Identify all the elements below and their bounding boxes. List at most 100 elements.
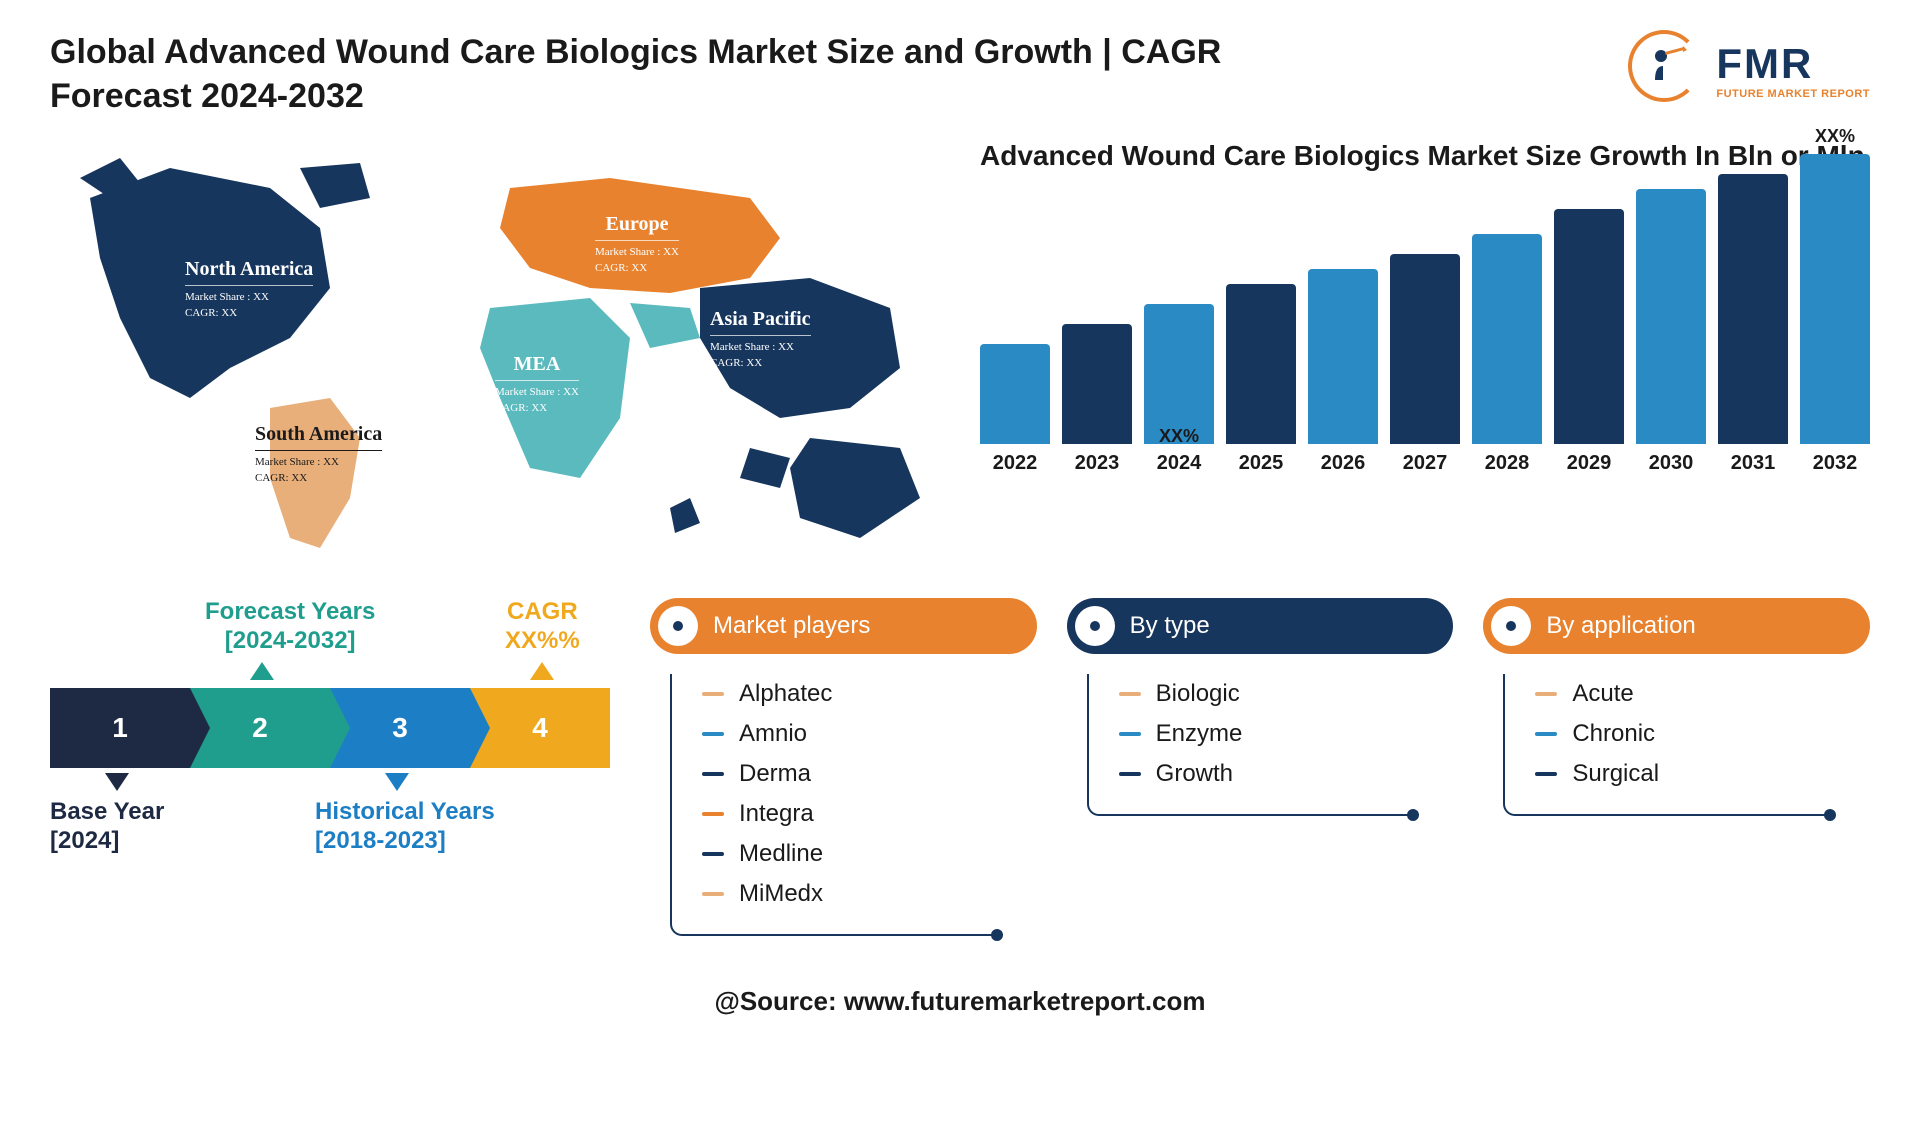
by-type-list: Biologic Enzyme Growth [1087, 674, 1414, 816]
arrow-down-icon [105, 773, 129, 791]
bar-year-label: 2024 [1157, 452, 1202, 475]
list-item: Amnio [702, 714, 997, 754]
by-application-column: By application Acute Chronic Surgical [1483, 598, 1870, 936]
list-item-label: Biologic [1156, 680, 1240, 708]
list-item: Surgical [1535, 754, 1830, 794]
pill-label: By type [1130, 612, 1210, 640]
dash-icon [1535, 692, 1557, 696]
bar [980, 344, 1050, 444]
list-item-label: Integra [739, 800, 814, 828]
bar-year-label: 2026 [1321, 452, 1366, 475]
bar [1144, 304, 1214, 444]
bar-year-label: 2028 [1485, 452, 1530, 475]
bar-year-label: 2023 [1075, 452, 1120, 475]
list-item-label: Chronic [1572, 720, 1655, 748]
dash-icon [1535, 732, 1557, 736]
dash-icon [702, 892, 724, 896]
bar-pct-label: XX% [1159, 426, 1199, 447]
list-item: Derma [702, 754, 997, 794]
bar-pct-label: XX% [1815, 126, 1855, 147]
historical-label: Historical Years[2018-2023] [315, 798, 495, 856]
dash-icon [702, 812, 724, 816]
chart-title: Advanced Wound Care Biologics Market Siz… [980, 138, 1870, 174]
bar-year-label: 2029 [1567, 452, 1612, 475]
bar-year-label: 2022 [993, 452, 1038, 475]
region-north-america: North America Market Share : XX CAGR: XX [185, 258, 313, 321]
list-item: Alphatec [702, 674, 997, 714]
bar-group: 2031 [1718, 174, 1788, 475]
arrow-down-icon [385, 773, 409, 791]
timeline-seg-1: 1 [50, 688, 190, 768]
cagr-label: CAGRXX%% [505, 598, 580, 656]
list-item-label: Surgical [1572, 760, 1659, 788]
main-row: North America Market Share : XX CAGR: XX… [50, 138, 1870, 558]
market-players-list: Alphatec Amnio Derma Integra Medline MiMedx [670, 674, 997, 936]
bar-year-label: 2025 [1239, 452, 1284, 475]
market-players-pill: Market players [650, 598, 1037, 654]
logo-text-sub: FUTURE MARKET REPORT [1716, 88, 1870, 100]
bar [1636, 189, 1706, 444]
bar-year-label: 2027 [1403, 452, 1448, 475]
dash-icon [1119, 692, 1141, 696]
list-item-label: Derma [739, 760, 811, 788]
region-mea: MEA Market Share : XX CAGR: XX [495, 353, 579, 416]
bottom-row: Forecast Years[2024-2032] CAGRXX%% 1 2 3… [50, 598, 1870, 936]
arrow-up-icon [530, 662, 554, 680]
region-south-america: South America Market Share : XX CAGR: XX [255, 423, 382, 486]
by-type-pill: By type [1067, 598, 1454, 654]
list-item-label: Amnio [739, 720, 807, 748]
list-item: Integra [702, 794, 997, 834]
bar-group: XX%2032 [1800, 154, 1870, 475]
bar-year-label: 2032 [1813, 452, 1858, 475]
bar-year-label: 2030 [1649, 452, 1694, 475]
page-title: Global Advanced Wound Care Biologics Mar… [50, 30, 1250, 118]
list-item: Medline [702, 834, 997, 874]
by-application-pill: By application [1483, 598, 1870, 654]
list-item-label: Growth [1156, 760, 1233, 788]
bar-group: 2023 [1062, 324, 1132, 475]
timeline-seg-3: 3 [330, 688, 470, 768]
timeline-seg-2: 2 [190, 688, 330, 768]
dash-icon [702, 732, 724, 736]
list-item-label: Medline [739, 840, 823, 868]
bar-group: 2027 [1390, 254, 1460, 475]
list-item: Enzyme [1119, 714, 1414, 754]
list-item: MiMedx [702, 874, 997, 914]
dash-icon [1535, 772, 1557, 776]
pill-label: Market players [713, 612, 870, 640]
bar-group: 2029 [1554, 209, 1624, 475]
timeline-section: Forecast Years[2024-2032] CAGRXX%% 1 2 3… [50, 598, 610, 936]
bar [1718, 174, 1788, 444]
bar-group: 2030 [1636, 189, 1706, 475]
bar-group: 2028 [1472, 234, 1542, 475]
bar-group: 2025 [1226, 284, 1296, 475]
list-item: Growth [1119, 754, 1414, 794]
list-item: Biologic [1119, 674, 1414, 714]
bar-year-label: 2031 [1731, 452, 1776, 475]
list-item-label: Alphatec [739, 680, 832, 708]
list-item-label: Acute [1572, 680, 1633, 708]
bar-chart-section: Advanced Wound Care Biologics Market Siz… [980, 138, 1870, 558]
bar [1062, 324, 1132, 444]
dash-icon [702, 692, 724, 696]
info-columns: Market players Alphatec Amnio Derma Integra M… [650, 598, 1870, 936]
circle-icon [1075, 606, 1115, 646]
market-players-column: Market players Alphatec Amnio Derma Integra M… [650, 598, 1037, 936]
bar [1308, 269, 1378, 444]
bar-group: 2026 [1308, 269, 1378, 475]
bar [1472, 234, 1542, 444]
forecast-label: Forecast Years[2024-2032] [205, 598, 375, 656]
list-item-label: Enzyme [1156, 720, 1243, 748]
header: Global Advanced Wound Care Biologics Mar… [50, 30, 1870, 118]
bar [1226, 284, 1296, 444]
dash-icon [702, 772, 724, 776]
region-asia-pacific: Asia Pacific Market Share : XX CAGR: XX [710, 308, 811, 371]
bar [1390, 254, 1460, 444]
bar-group: 2022 [980, 344, 1050, 475]
bar-chart: 2022 2023 XX% 2024 2025 2026 2027 2028 2029 2030 2… [980, 195, 1870, 475]
by-type-column: By type Biologic Enzyme Growth [1067, 598, 1454, 936]
logo-text-fmr: FMR [1716, 40, 1870, 88]
dash-icon [702, 852, 724, 856]
timeline-bar: 1 2 3 4 [50, 688, 610, 768]
bar [1554, 209, 1624, 444]
